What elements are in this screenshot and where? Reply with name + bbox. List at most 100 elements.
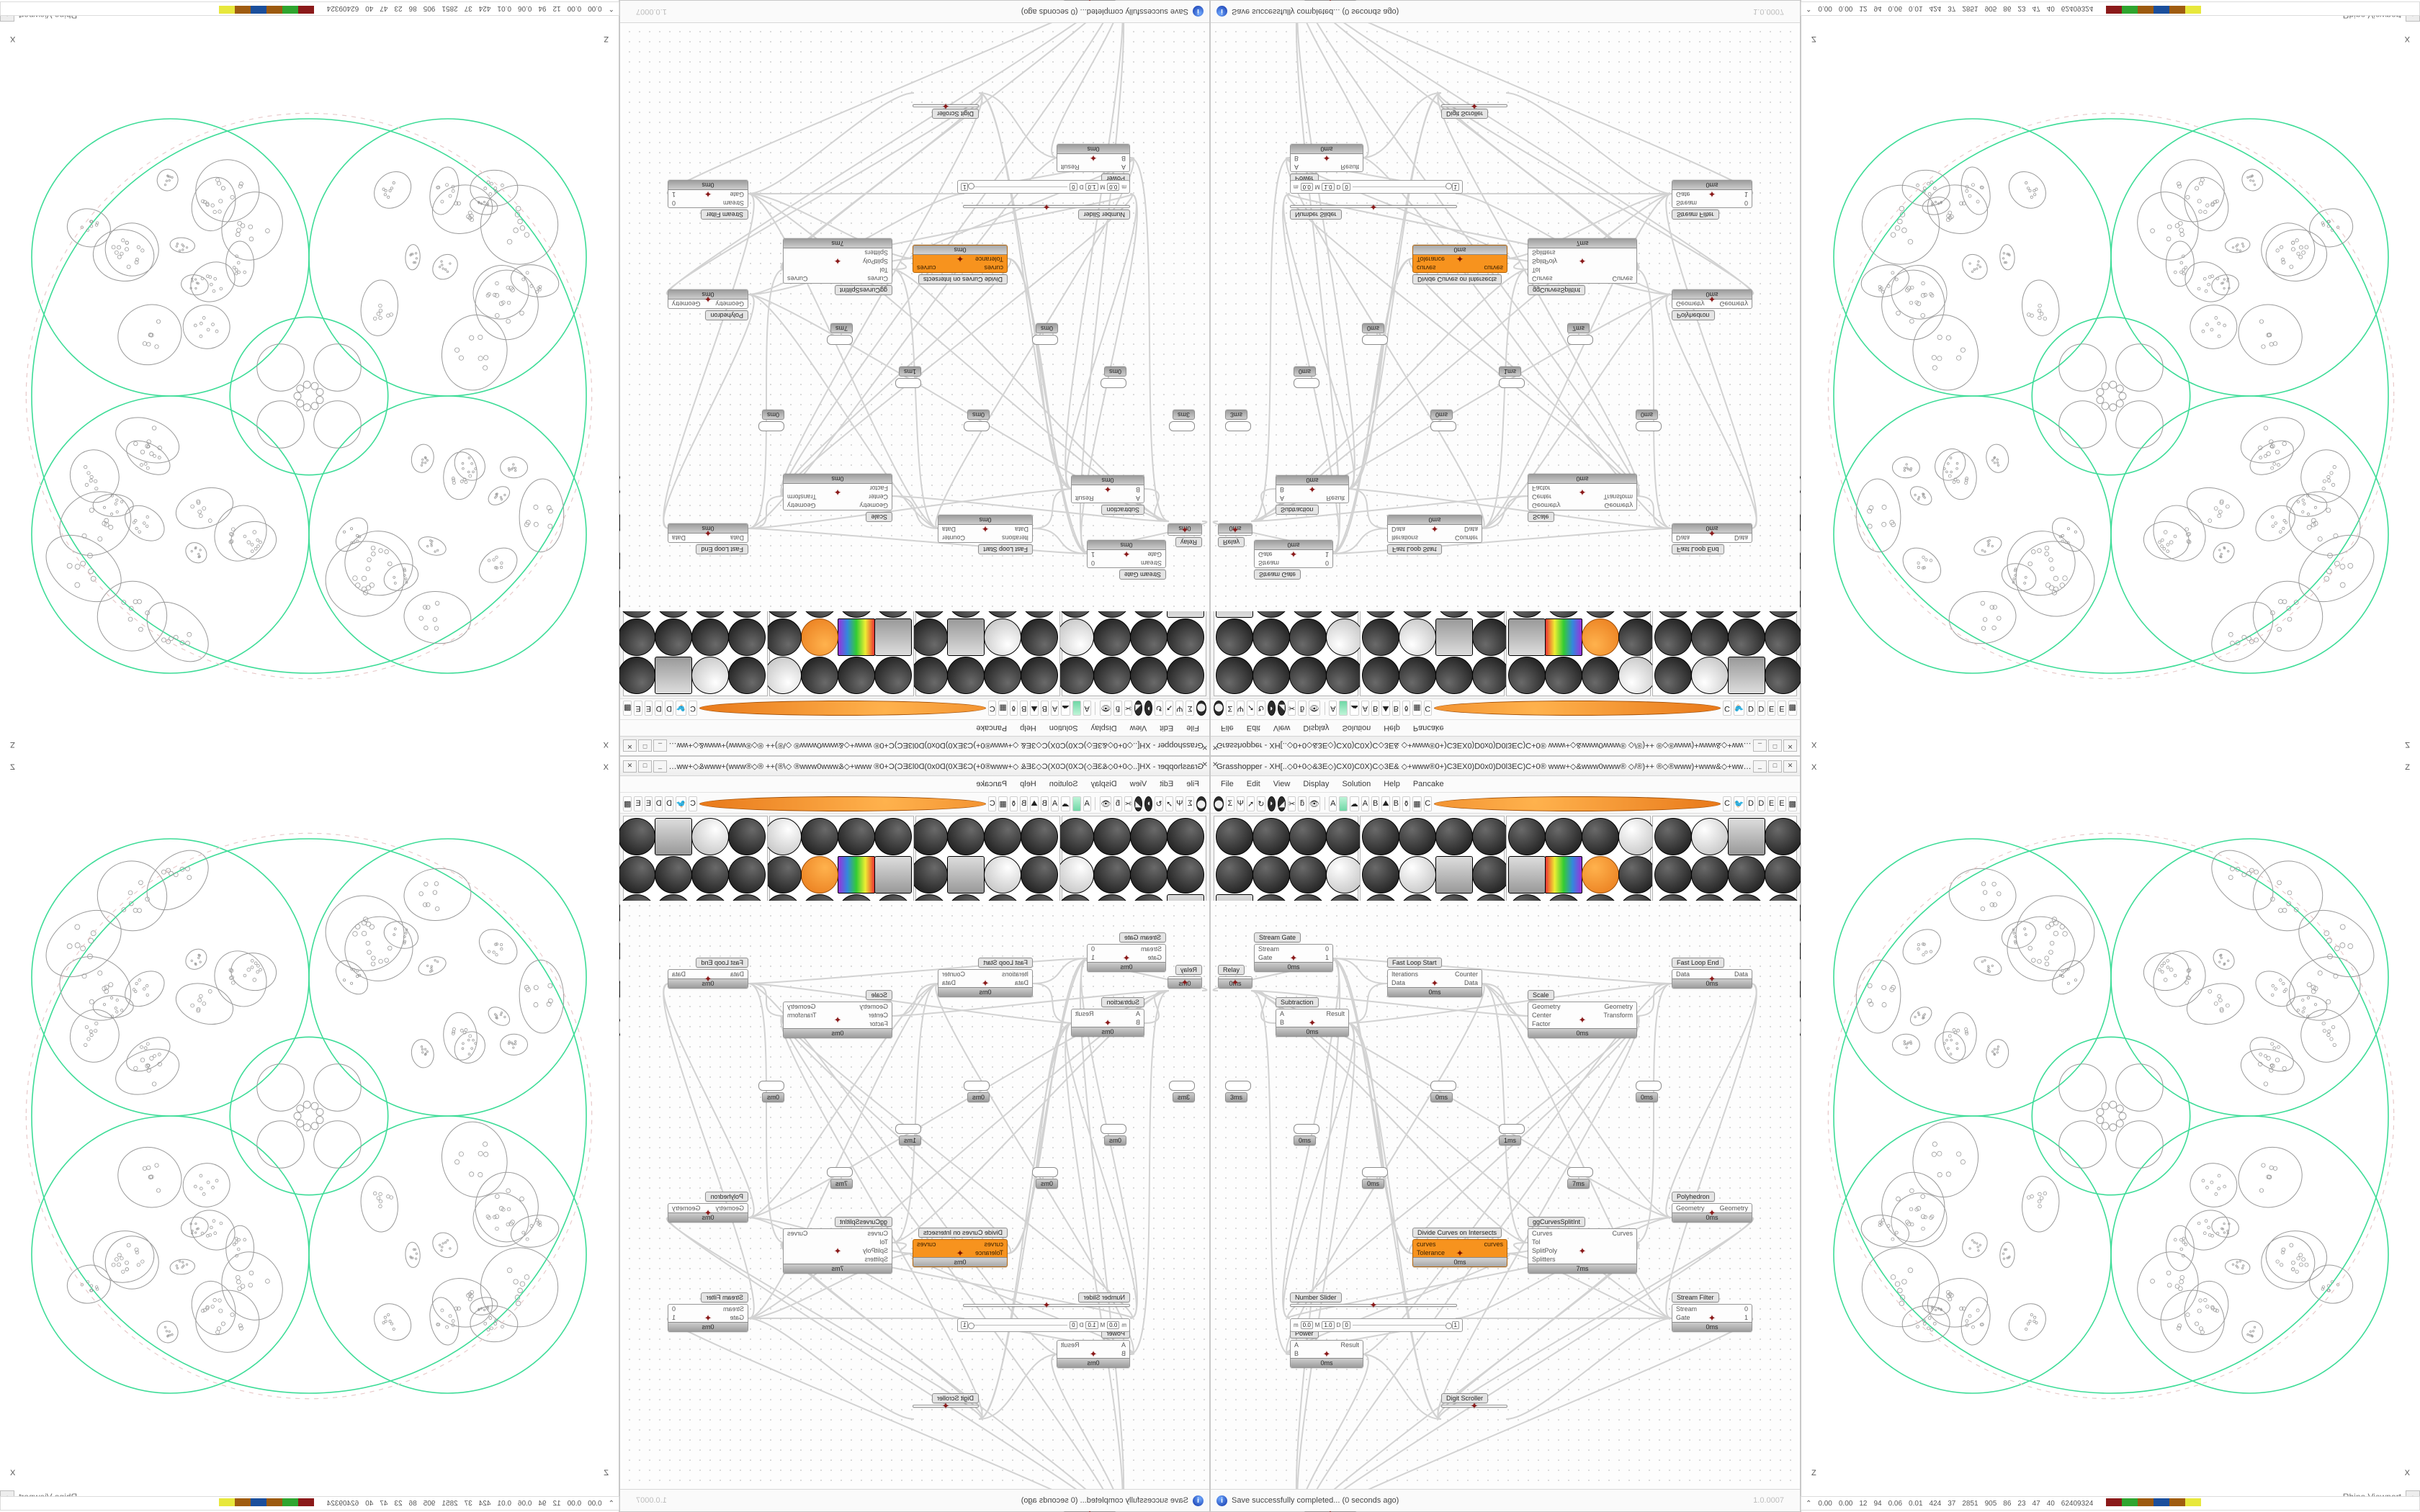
- slider-track[interactable]: [968, 183, 1068, 189]
- param-output-label[interactable]: Result: [1340, 163, 1359, 171]
- palette-component-icon[interactable]: [1435, 818, 1473, 855]
- grasshopper-titlebar[interactable]: ✕ Grasshopper - XH[..◇0+0◇&3E◇)CX0)C0X)C…: [620, 736, 1209, 755]
- palette-component-icon[interactable]: [838, 618, 875, 656]
- node-title[interactable]: Fast Loop Start: [978, 958, 1033, 968]
- grasshopper-canvas[interactable]: Stream Gate Stream 0 Gate 1 ✦ 0ms Relay ✦ 0ms Subt…: [1211, 901, 1800, 1512]
- palette-component-icon[interactable]: [1472, 818, 1510, 855]
- node-title[interactable]: Polyhedron: [705, 310, 748, 320]
- relay-node[interactable]: [758, 1081, 784, 1091]
- minimize-button[interactable]: _: [1753, 739, 1767, 752]
- node-title[interactable]: Divide Curves on Intersects: [1412, 274, 1502, 284]
- param-output-label[interactable]: Data: [1734, 534, 1748, 541]
- minimize-button[interactable]: _: [1753, 760, 1767, 773]
- param-input-label[interactable]: Splitters: [1532, 1256, 1556, 1263]
- color-swatch[interactable]: [218, 1498, 235, 1506]
- node-title[interactable]: Number Slider: [1078, 210, 1130, 220]
- scissors-icon[interactable]: ✂: [1124, 796, 1132, 811]
- param-input-label[interactable]: Gate: [1258, 551, 1273, 558]
- node-title[interactable]: Stream Filter: [701, 1292, 748, 1302]
- blob-icon[interactable]: ◗: [1144, 796, 1153, 811]
- relay-node[interactable]: [1101, 378, 1126, 388]
- palette-component-icon[interactable]: [1435, 657, 1473, 694]
- palette-component-icon[interactable]: [1362, 818, 1399, 855]
- palette-component-icon[interactable]: [728, 618, 766, 656]
- slider-track[interactable]: [1352, 1323, 1452, 1329]
- gh-component[interactable]: Data Data ✦ 0ms: [1672, 523, 1752, 543]
- param-input-label[interactable]: Tol: [879, 266, 888, 274]
- param-input-label[interactable]: A: [1121, 163, 1126, 171]
- close-button[interactable]: ✕: [623, 760, 637, 773]
- param-input-label[interactable]: SplitPoly: [1532, 258, 1558, 265]
- gh-component[interactable]: Geometry Geometry ✦ 0ms: [1672, 1203, 1752, 1223]
- minimize-button[interactable]: _: [653, 739, 667, 752]
- palette-component-icon[interactable]: [1435, 618, 1473, 656]
- letter-e-icon[interactable]: E: [644, 701, 653, 716]
- relay-node[interactable]: [1032, 335, 1058, 345]
- param-output-label[interactable]: 1: [672, 191, 676, 198]
- slider-knob[interactable]: [968, 183, 975, 189]
- palette-component-icon[interactable]: [1508, 818, 1546, 855]
- palette-component-icon[interactable]: [1691, 856, 1729, 894]
- relay-node[interactable]: [1032, 1167, 1058, 1177]
- param-input-label[interactable]: Tol: [1532, 1238, 1541, 1246]
- palette-component-icon[interactable]: [1545, 856, 1582, 894]
- palette-component-icon[interactable]: [910, 657, 948, 694]
- param-input-label[interactable]: Curves: [1532, 275, 1553, 282]
- palette-component-icon[interactable]: [1130, 856, 1168, 894]
- gh-component[interactable]: Curves Curves Tol SplitPoly Splitters ✦ 7ms: [783, 1228, 892, 1274]
- gh-component[interactable]: curves curves Tolerance ✦ 0ms: [1412, 245, 1507, 273]
- palette-component-icon[interactable]: [984, 818, 1021, 855]
- palette-component-icon[interactable]: [1216, 657, 1253, 694]
- bird-icon[interactable]: 🐦: [1733, 701, 1745, 716]
- vase-icon[interactable]: ⚱: [1402, 701, 1411, 716]
- hook-icon[interactable]: ƃ: [1298, 701, 1307, 716]
- blob-icon[interactable]: ◗: [1267, 796, 1276, 811]
- slider-max-value[interactable]: 1.0: [1085, 183, 1098, 191]
- param-input-label[interactable]: B: [1135, 1019, 1140, 1026]
- param-input-label[interactable]: Stream: [1258, 945, 1280, 953]
- letter-a2-icon[interactable]: A: [1361, 796, 1370, 811]
- vase-icon[interactable]: ⚱: [1009, 701, 1018, 716]
- param-input-label[interactable]: Stream: [1140, 945, 1162, 953]
- palette-component-icon[interactable]: [1728, 856, 1765, 894]
- node-title[interactable]: Subtraction: [1101, 997, 1144, 1007]
- gh-component[interactable]: ✦ 0ms: [1218, 976, 1252, 989]
- gh-component[interactable]: Iterations Counter Data Data ✦ 0ms: [1387, 515, 1482, 543]
- palette-component-icon[interactable]: [1399, 856, 1436, 894]
- param-input-label[interactable]: B: [1121, 155, 1126, 162]
- param-input-label[interactable]: Geometry: [1676, 300, 1705, 307]
- param-input-label[interactable]: Geometry: [715, 300, 744, 307]
- letter-c2-icon[interactable]: C: [1723, 796, 1731, 811]
- palette-component-icon[interactable]: [1326, 818, 1363, 855]
- node-title[interactable]: Stream Filter: [1672, 210, 1719, 220]
- slider-max-value[interactable]: 1.0: [1322, 1321, 1335, 1329]
- param-output-label[interactable]: Result: [1075, 495, 1094, 502]
- palette-component-icon[interactable]: [1472, 618, 1510, 656]
- param-output-label[interactable]: 1: [1325, 954, 1329, 961]
- grid-icon[interactable]: ▦: [998, 796, 1008, 811]
- param-input-label[interactable]: Data: [730, 534, 744, 541]
- param-output-label[interactable]: 1: [1091, 954, 1095, 961]
- slider-min-value[interactable]: 0.0: [1107, 183, 1120, 191]
- palette-component-icon[interactable]: [1545, 657, 1582, 694]
- matrix-icon[interactable]: ▩: [623, 796, 632, 811]
- node-title[interactable]: Relay: [1175, 537, 1202, 547]
- cloud-icon[interactable]: ☁: [1061, 701, 1071, 716]
- param-input-label[interactable]: Stream: [722, 1305, 744, 1313]
- palette-component-icon[interactable]: [1167, 618, 1204, 656]
- gh-component[interactable]: ✦: [1290, 1300, 1457, 1310]
- window-close-icon[interactable]: ✕: [1212, 761, 1219, 769]
- color-swatch[interactable]: [2106, 1498, 2123, 1506]
- param-output-label[interactable]: Geometry: [672, 300, 701, 307]
- palette-component-icon[interactable]: [801, 856, 838, 894]
- color-swatch[interactable]: [297, 1498, 314, 1506]
- color-swatch[interactable]: [2154, 1498, 2170, 1506]
- grasshopper-titlebar[interactable]: ✕ Grasshopper - XH[..◇0+0◇&3E◇)CX0)C0X)C…: [620, 757, 1209, 776]
- hook-icon[interactable]: ƃ: [1298, 796, 1307, 811]
- param-input-label[interactable]: A: [1294, 1341, 1299, 1349]
- gh-component[interactable]: Stream 0 Gate 1 ✦ 0ms: [1672, 180, 1752, 208]
- param-input-label[interactable]: Tolerance: [1417, 1249, 1446, 1256]
- node-title[interactable]: Subtraction: [1276, 505, 1319, 515]
- gh-component[interactable]: A Result B ✦ 0ms: [1276, 475, 1349, 503]
- palette-component-icon[interactable]: [1057, 856, 1094, 894]
